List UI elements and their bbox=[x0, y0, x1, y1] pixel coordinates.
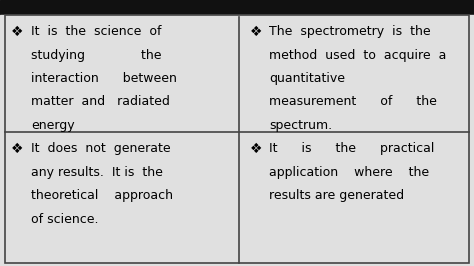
Text: ❖: ❖ bbox=[250, 142, 263, 156]
Text: studying              the: studying the bbox=[31, 49, 161, 62]
Text: The  spectrometry  is  the: The spectrometry is the bbox=[269, 25, 431, 38]
Text: measurement      of      the: measurement of the bbox=[269, 95, 437, 109]
Text: interaction      between: interaction between bbox=[31, 72, 177, 85]
Text: It      is      the      practical: It is the practical bbox=[269, 142, 435, 155]
Text: application    where    the: application where the bbox=[269, 166, 429, 179]
Text: theoretical    approach: theoretical approach bbox=[31, 189, 173, 202]
Text: It  does  not  generate: It does not generate bbox=[31, 142, 171, 155]
Text: results are generated: results are generated bbox=[269, 189, 404, 202]
Text: matter  and   radiated: matter and radiated bbox=[31, 95, 170, 109]
Text: ❖: ❖ bbox=[10, 25, 23, 39]
Text: energy: energy bbox=[31, 119, 74, 132]
Text: quantitative: quantitative bbox=[269, 72, 345, 85]
Text: spectrum.: spectrum. bbox=[269, 119, 332, 132]
Text: of science.: of science. bbox=[31, 213, 98, 226]
Text: any results.  It is  the: any results. It is the bbox=[31, 166, 163, 179]
Text: ❖: ❖ bbox=[250, 25, 263, 39]
Text: ❖: ❖ bbox=[10, 142, 23, 156]
Bar bbox=[0, 0, 474, 15]
Text: method  used  to  acquire  a: method used to acquire a bbox=[269, 49, 447, 62]
Text: It  is  the  science  of: It is the science of bbox=[31, 25, 161, 38]
